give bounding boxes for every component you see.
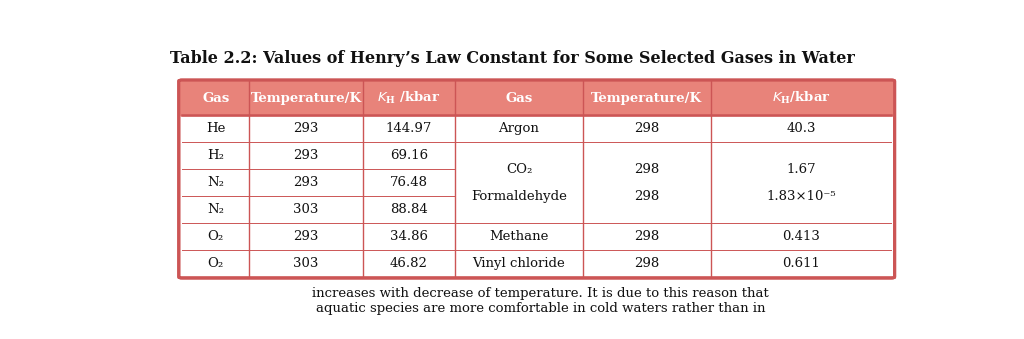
Text: $K_{\mathregular{H}}$/kbar: $K_{\mathregular{H}}$/kbar [772,90,830,106]
Text: 298: 298 [634,230,659,243]
Text: Methane: Methane [489,230,549,243]
Text: He: He [206,122,225,135]
Text: Formaldehyde: Formaldehyde [471,190,567,203]
Text: 298: 298 [634,257,659,270]
Text: Argon: Argon [499,122,540,135]
Text: Gas: Gas [202,92,229,105]
Text: 0.611: 0.611 [782,257,820,270]
Text: Vinyl chloride: Vinyl chloride [473,257,565,270]
Text: N₂: N₂ [207,176,224,189]
Text: 88.84: 88.84 [390,203,428,216]
Text: increases with decrease of temperature. It is due to this reason that: increases with decrease of temperature. … [312,286,769,300]
Text: Temperature/K: Temperature/K [591,92,702,105]
Text: CO₂: CO₂ [506,163,532,176]
Text: 293: 293 [294,149,318,162]
Text: Table 2.2: Values of Henry’s Law Constant for Some Selected Gases in Water: Table 2.2: Values of Henry’s Law Constan… [170,50,855,67]
Text: 69.16: 69.16 [390,149,428,162]
Text: 298: 298 [634,163,659,176]
Text: 46.82: 46.82 [390,257,428,270]
Text: 144.97: 144.97 [386,122,432,135]
Text: 1.83×10⁻⁵: 1.83×10⁻⁵ [766,190,836,203]
Text: 34.86: 34.86 [390,230,428,243]
Text: 298: 298 [634,190,659,203]
Text: Gas: Gas [505,92,532,105]
Text: $K_{\mathregular{H}}$ /kbar: $K_{\mathregular{H}}$ /kbar [377,90,440,106]
Text: 303: 303 [294,203,318,216]
Text: H₂: H₂ [207,149,224,162]
Text: 293: 293 [294,122,318,135]
Text: O₂: O₂ [208,230,224,243]
FancyBboxPatch shape [179,80,895,116]
Text: 40.3: 40.3 [786,122,816,135]
Text: 298: 298 [634,122,659,135]
Bar [182,100,892,115]
FancyBboxPatch shape [179,80,895,278]
Text: Temperature/K: Temperature/K [251,92,361,105]
Text: N₂: N₂ [207,203,224,216]
Text: 293: 293 [294,176,318,189]
Text: 293: 293 [294,230,318,243]
Text: 0.413: 0.413 [782,230,820,243]
Text: 303: 303 [294,257,318,270]
Text: 76.48: 76.48 [390,176,428,189]
Text: O₂: O₂ [208,257,224,270]
Text: aquatic species are more comfortable in cold waters rather than in: aquatic species are more comfortable in … [316,302,765,315]
Text: 1.67: 1.67 [786,163,816,176]
